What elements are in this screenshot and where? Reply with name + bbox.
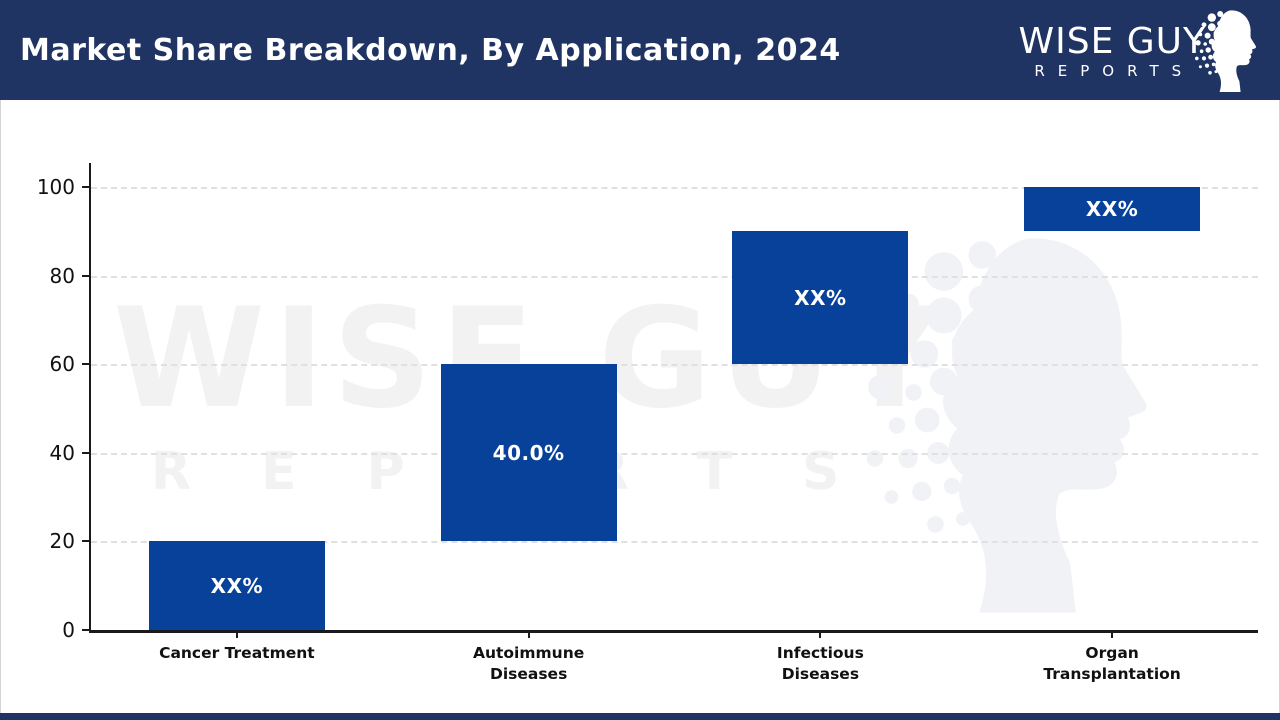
wiseguy-head-icon	[1195, 10, 1257, 92]
bar-value-label: XX%	[794, 285, 847, 310]
x-category-label-line: Diseases	[781, 665, 860, 683]
footer-bar	[0, 713, 1280, 720]
bar-value-label: XX%	[210, 573, 264, 598]
y-tick-label: 20	[49, 529, 75, 554]
x-tick	[819, 630, 822, 638]
x-category-label: Infectious Diseases	[675, 643, 967, 685]
x-category-label-line: Transplantation	[1043, 665, 1181, 683]
gridline	[91, 187, 1258, 189]
logo-subtext: REPORTS	[1034, 62, 1195, 80]
y-tick-label: 40	[49, 440, 75, 465]
bar: XX%	[148, 541, 325, 630]
y-tick-label: 60	[49, 352, 75, 377]
gridline	[91, 452, 1258, 455]
bar-value-label: 40.0%	[492, 440, 565, 465]
y-tick	[82, 629, 91, 631]
bar: XX%	[732, 231, 909, 365]
x-category-label-line: Diseases	[489, 665, 568, 683]
x-tick	[235, 630, 238, 638]
logo-text: WISE GUY REPORTS	[1018, 21, 1207, 81]
y-tick	[82, 363, 91, 366]
y-tick-label: 80	[49, 263, 75, 288]
x-category-label: Organ Transplantation	[966, 643, 1258, 685]
plot-area: 0 20 40 60 80 100 XX% Cancer Treatment 40.0% Auto…	[37, 163, 1258, 683]
y-tick	[82, 540, 91, 543]
brand-logo: WISE GUY REPORTS	[1019, 8, 1275, 92]
header: Market Share Breakdown, By Application, …	[0, 0, 1280, 100]
gridline	[91, 364, 1258, 367]
y-tick	[82, 186, 91, 188]
y-tick	[82, 274, 91, 277]
gridline	[91, 541, 1258, 544]
gridline	[91, 275, 1258, 278]
bar: XX%	[1024, 187, 1201, 232]
y-tick-label: 100	[36, 175, 75, 199]
y-tick-label: 0	[62, 618, 75, 642]
x-category-label: Cancer Treatment	[91, 643, 383, 664]
x-tick	[1111, 630, 1114, 638]
x-category-label-line: Organ	[1085, 644, 1139, 662]
logo-wordmark: WISE GUY	[1018, 21, 1206, 62]
x-category-label-line: Cancer Treatment	[159, 644, 315, 662]
y-tick	[82, 451, 91, 454]
x-category-label-line: Autoimmune	[472, 644, 585, 662]
x-tick	[527, 630, 530, 638]
x-category-label-line: Infectious	[776, 644, 864, 662]
bar: 40.0%	[440, 364, 617, 542]
bar-value-label: XX%	[1085, 197, 1139, 222]
page-title: Market Share Breakdown, By Application, …	[20, 32, 841, 68]
x-category-label: Autoimmune Diseases	[383, 643, 675, 685]
